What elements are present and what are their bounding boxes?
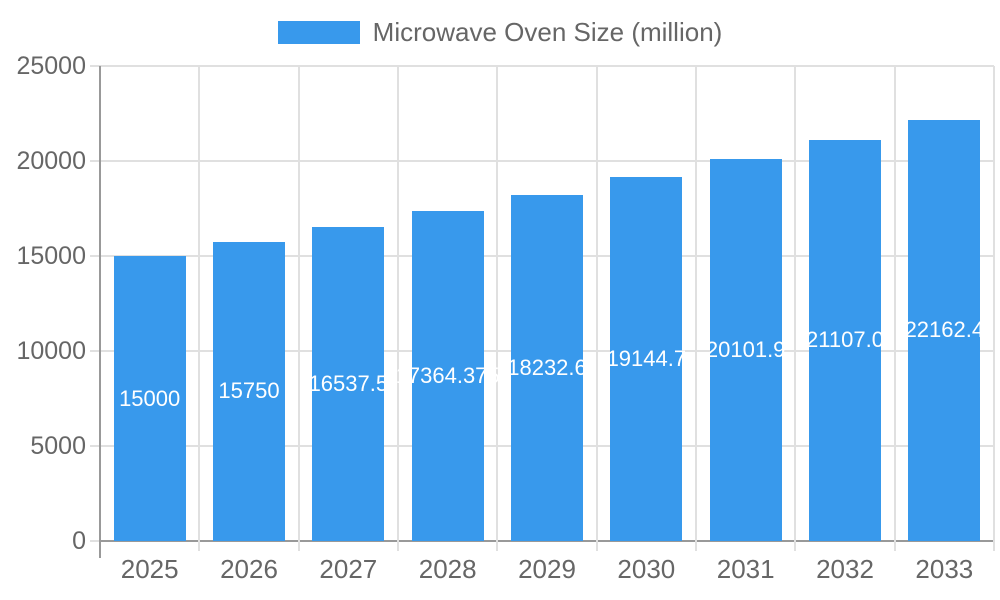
bar-value-label: 22162.4 [904,317,985,343]
y-axis-tick-label: 15000 [16,242,86,270]
bar[interactable] [610,177,683,541]
bar-value-label: 19144.7 [606,346,687,372]
x-axis-tick-label: 2028 [418,554,477,584]
gridline-vertical [794,66,797,551]
bar-value-label: 17364.375 [395,363,500,389]
y-axis-tick-label: 5000 [30,432,86,460]
x-axis-tick-label: 2025 [120,554,179,584]
y-tick-mark [90,255,100,257]
bar[interactable] [113,256,186,541]
y-axis-tick-label: 20000 [16,147,86,175]
bar[interactable] [213,241,285,541]
x-axis-tick-label: 2026 [220,554,278,584]
x-axis-tick-label: 2030 [617,554,676,584]
bar-value-label: 15750 [218,378,280,404]
gridline-horizontal [100,65,994,67]
x-axis-line [100,540,994,542]
gridline-vertical [397,66,399,551]
legend[interactable]: Microwave Oven Size (million) [0,19,1000,45]
gridline-vertical [893,66,896,551]
y-tick-mark [90,65,100,67]
bar-value-label: 15000 [119,385,181,411]
y-axis-tick-label: 0 [72,527,86,555]
bar[interactable] [908,119,981,541]
bar-value-label: 20101.9 [705,337,786,363]
gridline-vertical [198,66,201,551]
y-axis-tick-label: 10000 [16,337,86,365]
y-tick-mark [90,350,100,352]
y-tick-mark [90,445,100,447]
x-axis-tick-label: 2029 [518,554,576,584]
bar[interactable] [312,226,385,541]
bar[interactable] [809,139,881,541]
y-axis-line [99,66,101,558]
bar-value-label: 16537.5 [308,370,389,396]
x-axis-tick-label: 2031 [716,554,775,584]
y-axis-tick-label: 25000 [16,52,86,80]
bar[interactable] [511,194,583,541]
legend-label: Microwave Oven Size (million) [372,17,723,47]
gridline-vertical [297,66,300,551]
gridline-vertical [496,66,499,551]
gridline-horizontal [100,160,994,162]
gridline-vertical [695,66,697,551]
bar[interactable] [411,211,484,541]
bar-value-label: 18232.6 [507,354,587,380]
x-axis-tick-label: 2032 [816,554,874,584]
y-tick-mark [90,540,100,542]
gridline-vertical [595,66,598,551]
x-axis-tick-label: 2033 [915,554,974,584]
x-axis-tick-label: 2027 [319,554,378,584]
y-tick-mark [90,160,100,162]
gridline-vertical [993,66,995,551]
bar[interactable] [709,159,782,541]
legend-swatch [277,20,360,44]
bar-value-label: 21107.0 [806,327,884,353]
